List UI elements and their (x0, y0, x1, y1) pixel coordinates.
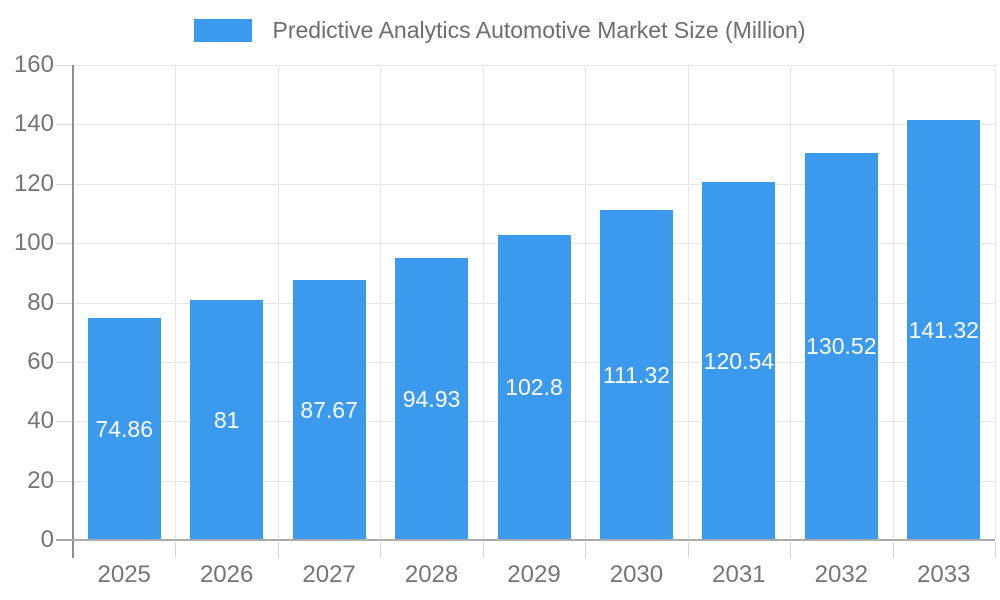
y-tickmark (56, 65, 72, 66)
y-tickmark (56, 243, 72, 245)
x-tickmark (790, 542, 792, 558)
x-tick-label: 2029 (507, 561, 561, 588)
bar-2027 (292, 279, 366, 540)
x-tick-label: 2026 (199, 561, 254, 588)
bar-2028 (395, 258, 469, 540)
x-tickmark (585, 542, 587, 558)
x-tickmark (482, 542, 484, 558)
y-tick-label: 20 (27, 466, 54, 494)
x-tickmark (277, 542, 279, 558)
y-tickmark (56, 302, 72, 304)
legend-label: Predictive Analytics Automotive Market S… (272, 17, 806, 43)
bar-value-label: 120.54 (703, 348, 775, 375)
bar-value-label: 87.67 (300, 396, 358, 423)
x-tick-label: 2027 (302, 561, 356, 588)
chart-legend[interactable]: Predictive Analytics Automotive Market S… (0, 17, 1000, 44)
x-tickmark (687, 542, 689, 558)
y-tick-label: 140 (13, 110, 54, 138)
x-tickmark (995, 542, 996, 558)
bar-2030 (599, 209, 673, 540)
y-tickmark (56, 421, 72, 423)
bar-value-label: 130.52 (806, 333, 877, 360)
bar-2026 (190, 299, 264, 540)
y-tickmark (56, 183, 72, 185)
x-gridline (380, 65, 382, 540)
y-tick-label: 0 (40, 526, 54, 553)
y-tickmark (56, 124, 72, 126)
bar-2029 (497, 234, 571, 540)
y-gridline (73, 65, 995, 66)
y-tickmark (56, 480, 72, 482)
bar-value-label: 111.32 (602, 361, 670, 388)
x-tickmark (380, 542, 382, 558)
x-tick-label: 2025 (97, 561, 151, 588)
bar-2025 (87, 317, 161, 540)
bar-value-label: 81 (213, 406, 240, 433)
x-gridline (277, 65, 279, 540)
legend-swatch (194, 19, 253, 42)
bar-value-label: 141.32 (908, 317, 979, 344)
x-gridline (482, 65, 484, 540)
bar-value-label: 74.86 (95, 415, 153, 442)
x-tick-label: 2032 (814, 561, 869, 588)
y-tick-label: 160 (13, 51, 54, 78)
y-tick-label: 100 (13, 229, 54, 257)
y-tick-label: 40 (27, 407, 54, 435)
x-tick-label: 2031 (712, 561, 766, 588)
x-gridline (892, 65, 894, 540)
x-gridline (175, 65, 177, 540)
x-gridline (995, 65, 996, 540)
x-tickmark (892, 542, 894, 558)
y-gridline (73, 124, 995, 126)
y-tick-label: 120 (13, 169, 54, 197)
x-tick-label: 2028 (404, 561, 459, 588)
bar-2032 (804, 152, 878, 540)
x-gridline (790, 65, 792, 540)
x-gridline (585, 65, 587, 540)
x-gridline (687, 65, 689, 540)
bar-value-label: 94.93 (402, 386, 461, 413)
x-axis-line (56, 539, 995, 541)
bar-2031 (702, 182, 776, 540)
y-gridline (73, 183, 995, 185)
x-tickmark (175, 542, 177, 558)
x-tick-label: 2030 (609, 561, 664, 588)
y-tick-label: 80 (27, 288, 54, 316)
x-tick-label: 2033 (917, 561, 971, 588)
y-axis-line (72, 65, 74, 558)
y-tick-label: 60 (27, 347, 54, 375)
bar-value-label: 102.8 (505, 374, 563, 401)
bar-2033 (907, 120, 981, 540)
y-tickmark (56, 361, 72, 363)
